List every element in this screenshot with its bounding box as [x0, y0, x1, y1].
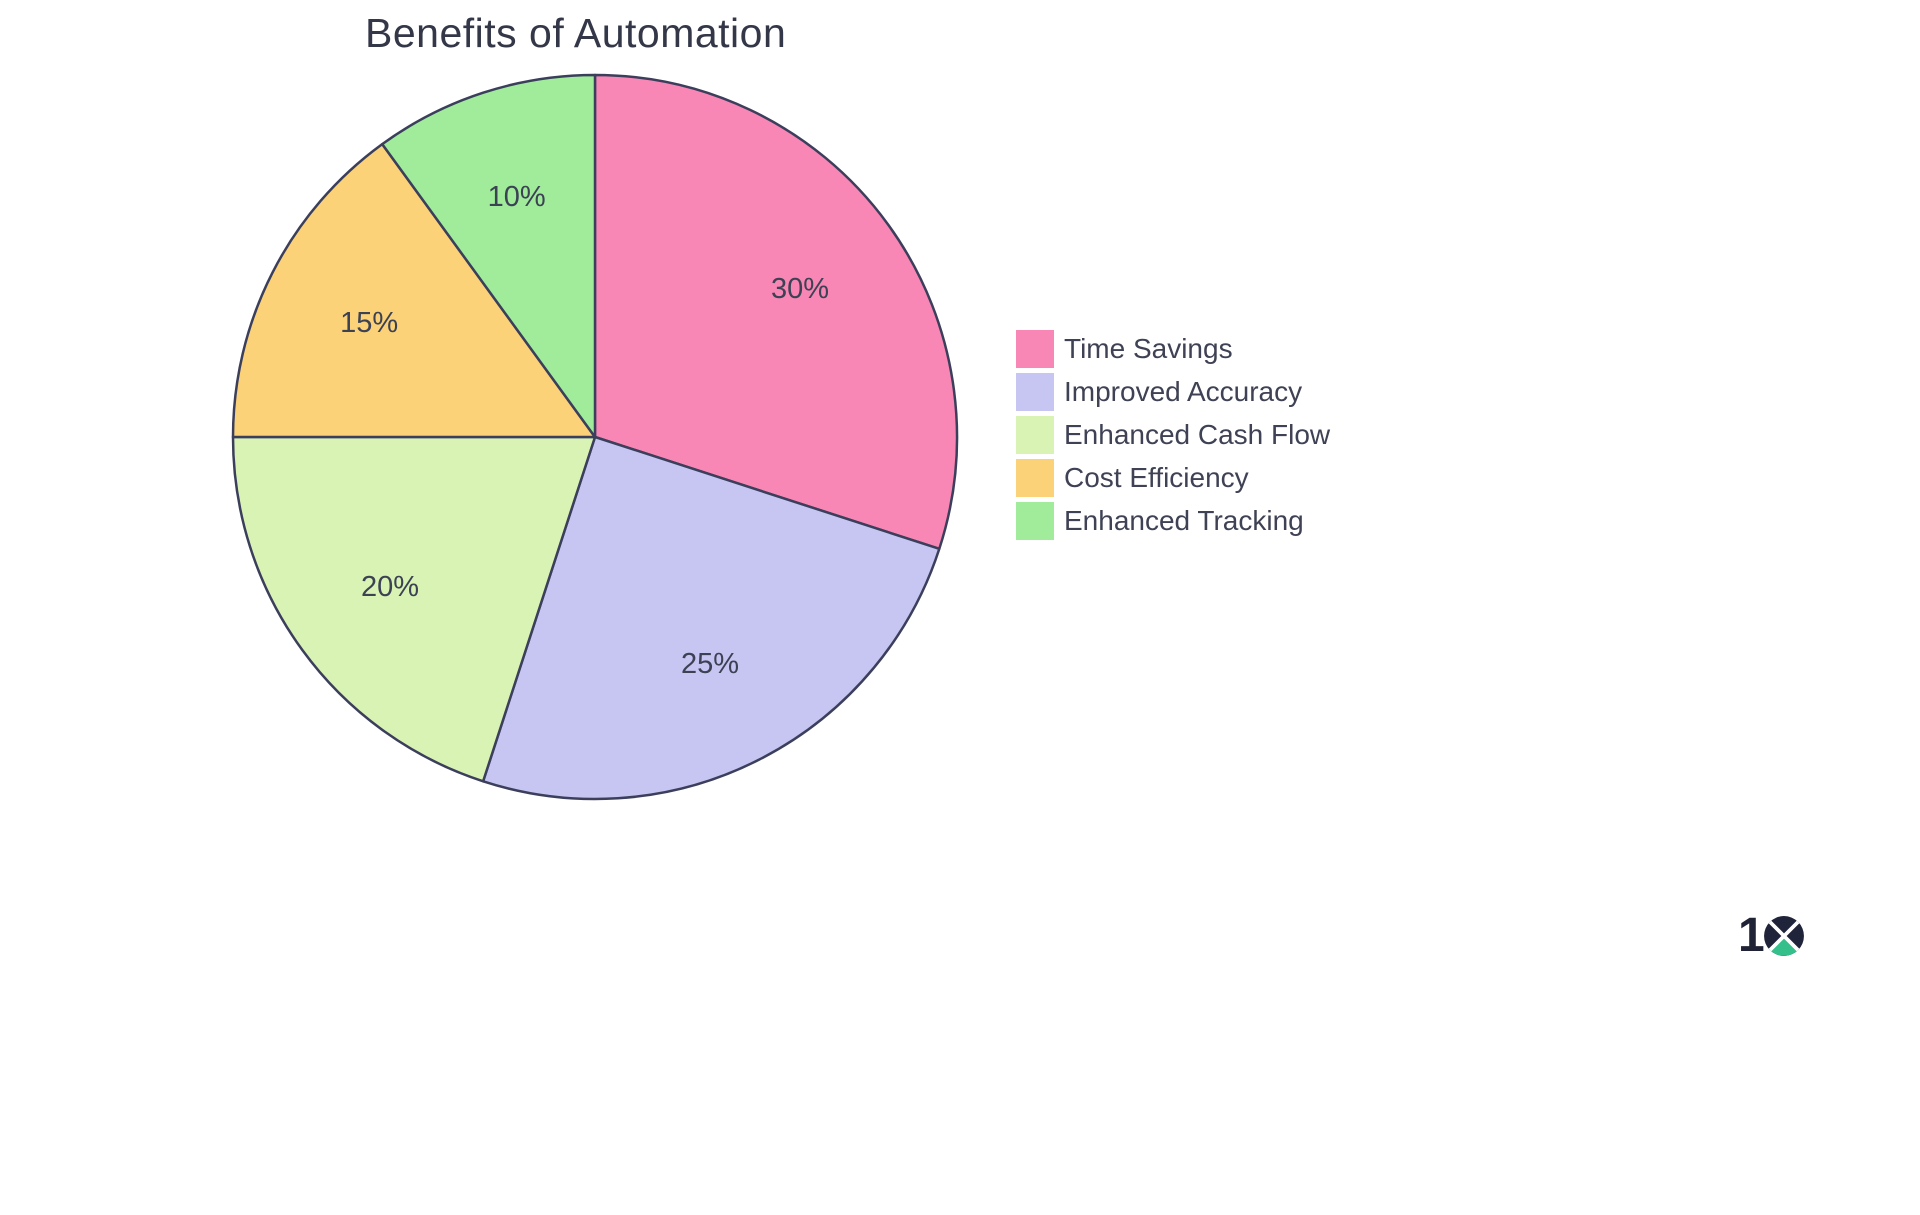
legend-swatch	[1016, 502, 1054, 540]
legend-label: Enhanced Tracking	[1064, 505, 1304, 536]
legend-item: Cost Efficiency	[1016, 459, 1330, 497]
legend-swatch	[1016, 416, 1054, 454]
pie-slice-3	[231, 142, 597, 439]
legend-item: Time Savings	[1016, 330, 1330, 368]
pie-slice-label: 15%	[340, 307, 398, 339]
legend: Time Savings Improved Accuracy Enhanced …	[1016, 330, 1330, 545]
pie-chart: 30% 25% 20% 15% 10%	[231, 73, 959, 801]
pie-slice-label: 10%	[488, 181, 546, 213]
legend-label: Time Savings	[1064, 333, 1233, 364]
legend-label: Cost Efficiency	[1064, 462, 1249, 493]
legend-swatch	[1016, 373, 1054, 411]
pie-slice-0	[593, 73, 959, 551]
brand-logo-text: 1	[1738, 909, 1765, 962]
legend-item: Enhanced Cash Flow	[1016, 416, 1330, 454]
pie-slice-2	[231, 435, 597, 783]
pie-slice-1	[481, 435, 941, 801]
chart-title: Benefits of Automation	[365, 10, 787, 56]
pie-slice-label: 25%	[681, 648, 739, 680]
brand-logo-icon	[1763, 916, 1804, 956]
brand-logo: 1	[1738, 912, 1805, 960]
legend-swatch	[1016, 459, 1054, 497]
legend-swatch	[1016, 330, 1054, 368]
legend-label: Improved Accuracy	[1064, 376, 1303, 407]
legend-item: Enhanced Tracking	[1016, 502, 1330, 540]
legend-item: Improved Accuracy	[1016, 373, 1330, 411]
pie-slice-label: 20%	[361, 571, 419, 603]
legend-label: Enhanced Cash Flow	[1064, 419, 1331, 450]
pie-slice-4	[380, 73, 597, 439]
pie-slice-label: 30%	[771, 273, 829, 305]
